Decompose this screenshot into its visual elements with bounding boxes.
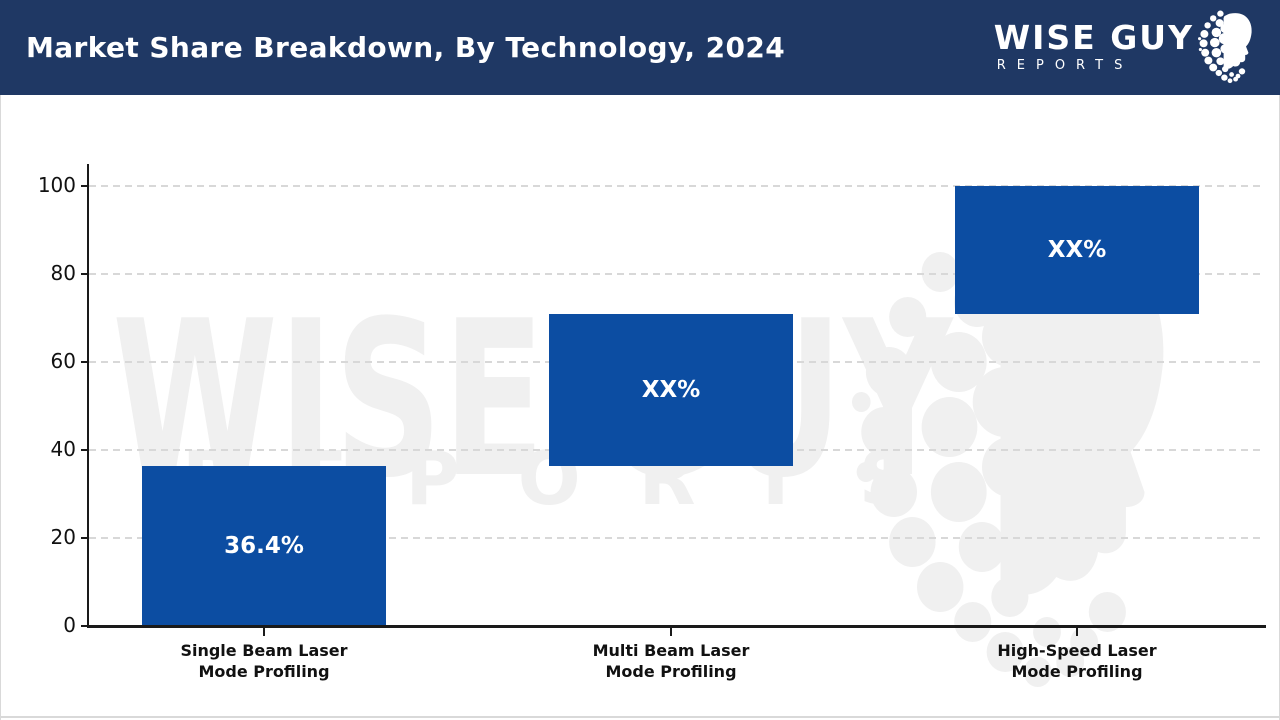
y-tick-label: 20 xyxy=(50,525,76,549)
y-tick xyxy=(81,625,88,627)
y-tick-label: 0 xyxy=(63,613,76,637)
dotted-face-profile-icon xyxy=(1198,10,1252,83)
header: Market Share Breakdown, By Technology, 2… xyxy=(0,0,1280,95)
x-axis xyxy=(87,625,1266,628)
y-tick-label: 60 xyxy=(50,349,76,373)
x-tick xyxy=(1076,628,1078,636)
page-title: Market Share Breakdown, By Technology, 2… xyxy=(26,31,786,64)
logo-text: WISE GUY REPORTS xyxy=(994,21,1194,74)
bottom-divider xyxy=(0,716,1280,718)
gridline xyxy=(89,273,1264,275)
bar-segment: XX% xyxy=(549,313,793,466)
bar-value-label: XX% xyxy=(1047,236,1107,263)
x-tick xyxy=(263,628,265,636)
logo-wordmark: WISE GUY xyxy=(993,18,1194,57)
y-tick-label: 80 xyxy=(50,261,76,285)
wiseguy-logo: WISE GUY REPORTS xyxy=(994,9,1254,87)
category-label: High-Speed Laser Mode Profiling xyxy=(997,641,1157,681)
bar-segment: 36.4% xyxy=(142,465,386,626)
bar-segment: XX% xyxy=(955,186,1199,314)
y-tick xyxy=(81,273,88,275)
y-tick xyxy=(81,449,88,451)
y-tick xyxy=(81,537,88,539)
category-label: Multi Beam Laser Mode Profiling xyxy=(592,641,750,681)
y-tick-label: 100 xyxy=(37,173,76,197)
gridline xyxy=(89,537,1264,539)
y-tick-label: 40 xyxy=(50,437,76,461)
y-tick xyxy=(81,185,88,187)
category-label: Single Beam Laser Mode Profiling xyxy=(180,641,348,681)
bar-value-label: XX% xyxy=(641,376,701,403)
x-tick xyxy=(670,628,672,636)
bar-value-label: 36.4% xyxy=(224,532,304,559)
y-axis xyxy=(87,164,89,628)
gridline xyxy=(89,185,1264,187)
y-tick xyxy=(81,361,88,363)
logo-subtitle: REPORTS xyxy=(996,58,1134,73)
